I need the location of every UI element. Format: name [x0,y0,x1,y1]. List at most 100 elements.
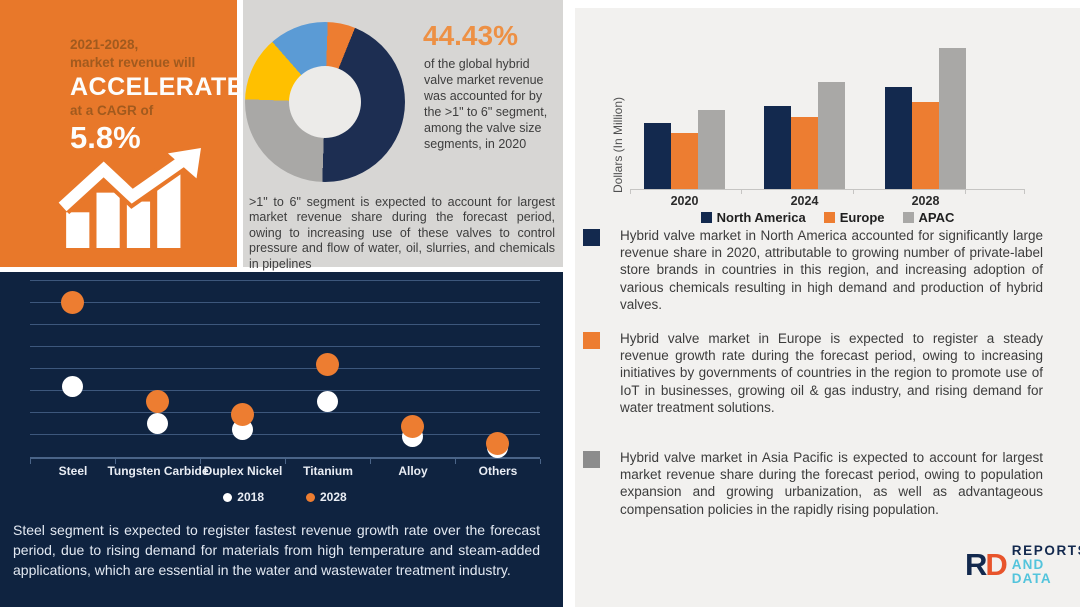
legend-item-north-america: North America [700,210,806,225]
donut-description: of the global hybrid valve market revenu… [424,57,548,151]
bar-north-america-2028 [885,87,912,189]
gridline-6 [30,324,540,325]
bullet-square-navy [583,229,600,246]
x-axis-tick-3 [285,459,286,464]
category-label-others: Others [478,464,518,478]
bar-chart-legend: North America Europe APAC [630,210,1025,225]
axis-tick-3 [965,190,966,194]
material-segment-card: Steel Tungsten Carbide Duplex Nickel Titani… [0,272,563,607]
legend-swatch [700,212,712,223]
category-label-tungsten-carbide: Tungsten Carbide [107,464,209,478]
bullet-text: Hybrid valve market in Asia Pacific is e… [620,450,1043,517]
dot-2028-others [486,432,509,455]
bullet-text: Hybrid valve market in Europe is expecte… [620,331,1043,415]
valve-size-donut-chart [245,22,405,182]
logo-r-mark: R [965,547,987,582]
bullet-text: Hybrid valve market in North America acc… [620,228,1043,312]
legend-swatch [823,212,835,223]
bar-chart-y-axis-label: Dollars (In Million) [611,96,625,193]
x-axis-tick-6 [540,459,541,464]
legend-swatch [902,212,914,223]
bullet-square-gray [583,451,600,468]
dot-2028-titanium [316,353,339,376]
valve-size-card: 44.43% of the global hybrid valve market… [243,0,563,271]
x-axis-tick-1 [115,459,116,464]
x-axis-label-2024: 2024 [790,194,819,208]
axis-tick-1 [741,190,742,194]
logo-wordmark: REPORTS AND DATA [1012,544,1080,586]
bar-europe-2028 [912,102,939,189]
dot-2018-steel [62,376,83,397]
regional-panel: Dollars (In Million) 2020 2024 2028 North … [575,8,1080,607]
category-label-titanium: Titanium [303,464,353,478]
legend-label: North America [716,210,806,225]
logo-line-reports: REPORTS [1011,543,1080,558]
cagr-card-text: 2021-2028, market revenue will ACCELERAT… [70,36,244,156]
x-axis-tick-2 [200,459,201,464]
legend-swatch [223,492,233,502]
axis-tick-4 [1024,190,1025,194]
steel-segment-note: Steel segment is expected to register fa… [13,522,540,578]
regional-bar-chart: Dollars (In Million) 2020 2024 2028 North … [611,20,1045,232]
bar-europe-2024 [791,117,818,189]
reports-and-data-logo: R D REPORTS AND DATA [965,544,1080,586]
bar-chart-x-axis-labels: 2020 2024 2028 [630,194,1025,208]
gridline-5 [30,346,540,347]
bar-north-america-2024 [764,106,791,189]
donut-footnote: >1" to 6" segment is expected to account… [249,194,555,271]
dot-2018-titanium [317,391,338,412]
gridline-8 [30,280,540,281]
cagr-lead-in-2: at a CAGR of [70,103,154,118]
legend-label: Europe [839,210,885,225]
dot-2028-duplex-nickel [231,403,254,426]
growth-chart-arrow-icon [58,148,201,248]
dot-2018-tungsten-carbide [147,413,168,434]
legend-label: APAC [918,210,955,225]
donut-headline-percent: 44.43% [423,20,518,51]
cagr-value: 5.8% [70,120,141,155]
bar-europe-2020 [671,133,698,189]
material-dot-plot [30,280,541,464]
dot-plot-category-labels: Steel Tungsten Carbide Duplex Nickel Titani… [30,464,540,480]
bullet-square-orange [583,332,600,349]
dot-2028-tungsten-carbide [146,390,169,413]
legend-swatch [306,492,315,502]
cagr-years: 2021-2028, [70,37,139,52]
gridline-1 [30,434,540,435]
legend-item-2028: 2028 [306,490,347,504]
category-label-alloy: Alloy [398,464,428,478]
legend-item-europe: Europe [823,210,885,225]
logo-d-mark: D [985,547,1007,582]
legend-label: 2018 [237,490,264,504]
bullet-north-america: Hybrid valve market in North America acc… [583,227,1043,313]
category-label-steel: Steel [58,464,88,478]
cagr-lead-in: market revenue will [70,55,196,70]
x-axis-tick-0 [30,459,31,464]
bullet-asia-pacific: Hybrid valve market in Asia Pacific is e… [583,449,1043,518]
gridline-4 [30,368,540,369]
dot-2028-steel [61,291,84,314]
donut-hole [289,66,361,138]
bar-north-america-2020 [644,123,671,189]
axis-tick-2 [853,190,854,194]
bullet-europe: Hybrid valve market in Europe is expecte… [583,330,1043,416]
bar-apac-2024 [818,82,845,189]
accelerate-word: ACCELERATE [70,73,244,101]
legend-item-apac: APAC [902,210,955,225]
axis-tick-0 [630,190,631,194]
logo-line-and-data: AND DATA [1011,557,1052,586]
x-axis-tick-5 [455,459,456,464]
legend-label: 2028 [320,490,347,504]
bar-chart-plot-area [630,42,1025,194]
x-axis-label-2020: 2020 [670,194,699,208]
gridline-2 [30,412,540,413]
bar-apac-2020 [698,110,725,189]
gridline-7 [30,302,540,303]
legend-item-2018: 2018 [223,490,264,504]
x-axis-tick-4 [370,459,371,464]
dot-2028-alloy [401,415,424,438]
x-axis-label-2028: 2028 [911,194,940,208]
cagr-card: 2021-2028, market revenue will ACCELERAT… [0,0,243,267]
bar-apac-2028 [939,48,966,189]
